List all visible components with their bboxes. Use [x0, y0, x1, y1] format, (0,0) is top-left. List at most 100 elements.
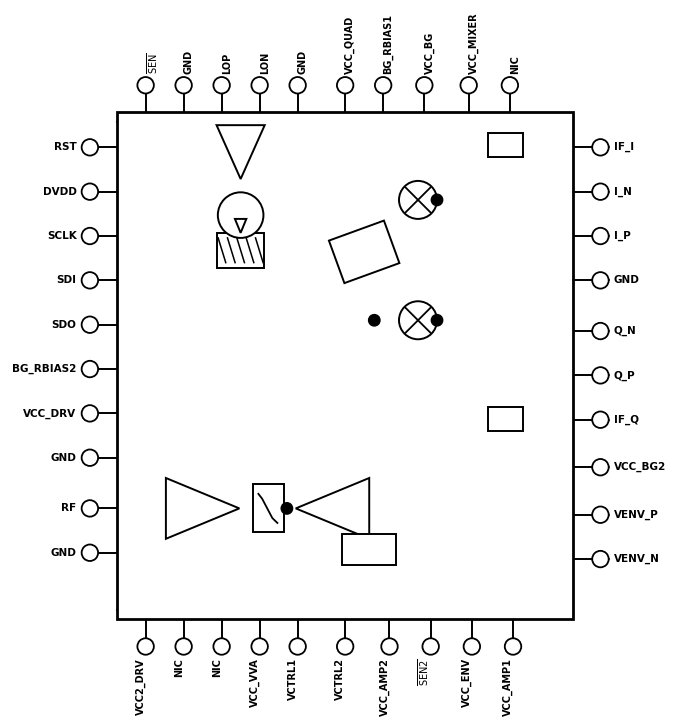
- Circle shape: [82, 183, 98, 200]
- Text: GND: GND: [614, 275, 639, 285]
- Text: 90°: 90°: [358, 240, 375, 249]
- Circle shape: [82, 139, 98, 156]
- Circle shape: [82, 228, 98, 245]
- Circle shape: [337, 77, 354, 93]
- Circle shape: [592, 459, 608, 475]
- Bar: [254, 484, 284, 532]
- Circle shape: [82, 272, 98, 288]
- Circle shape: [505, 638, 521, 654]
- Text: VVA2: VVA2: [185, 503, 214, 513]
- Text: VCTRL1: VCTRL1: [288, 658, 297, 700]
- Text: VCC_AMP1: VCC_AMP1: [503, 658, 513, 716]
- Text: Q_N: Q_N: [614, 326, 637, 336]
- Circle shape: [251, 77, 268, 93]
- Text: DET: DET: [357, 545, 381, 555]
- Text: VVA1: VVA1: [324, 503, 353, 513]
- Circle shape: [82, 405, 98, 422]
- Circle shape: [289, 77, 306, 93]
- Circle shape: [289, 638, 306, 654]
- Circle shape: [592, 139, 608, 156]
- Polygon shape: [216, 125, 265, 179]
- Circle shape: [399, 301, 437, 339]
- Text: I_P: I_P: [614, 231, 631, 241]
- Text: I_N: I_N: [614, 186, 631, 197]
- Circle shape: [592, 551, 608, 567]
- Circle shape: [214, 77, 230, 93]
- Text: NIC: NIC: [174, 658, 184, 677]
- Circle shape: [399, 181, 437, 219]
- Circle shape: [82, 500, 98, 517]
- Text: GND: GND: [297, 50, 308, 74]
- Text: VCC_AMP2: VCC_AMP2: [379, 658, 389, 716]
- Text: SCLK: SCLK: [47, 231, 76, 241]
- Text: SDO: SDO: [51, 320, 76, 330]
- Circle shape: [368, 314, 380, 326]
- Text: LOP: LOP: [222, 52, 232, 74]
- Bar: [217, 233, 264, 268]
- Text: VCC_BG: VCC_BG: [425, 31, 435, 74]
- Text: VENV_P: VENV_P: [614, 510, 658, 520]
- Circle shape: [175, 638, 192, 654]
- Text: GND: GND: [51, 547, 76, 558]
- Text: RF: RF: [62, 503, 76, 513]
- Bar: [487, 407, 523, 431]
- Circle shape: [592, 411, 608, 428]
- Text: IF_I: IF_I: [614, 142, 634, 152]
- Text: BG_RBIAS1: BG_RBIAS1: [383, 14, 393, 74]
- Circle shape: [82, 545, 98, 561]
- Bar: [117, 113, 573, 620]
- Circle shape: [502, 77, 518, 93]
- Bar: [487, 132, 523, 157]
- Bar: [342, 534, 396, 566]
- Circle shape: [431, 314, 443, 326]
- Text: RST: RST: [54, 143, 76, 152]
- Text: IF_Q: IF_Q: [614, 414, 639, 425]
- Circle shape: [82, 361, 98, 377]
- Text: VCC_QUAD: VCC_QUAD: [345, 15, 356, 74]
- Circle shape: [422, 638, 439, 654]
- Text: VCC_VVA: VCC_VVA: [249, 658, 260, 707]
- Circle shape: [460, 77, 477, 93]
- Text: NIC: NIC: [212, 658, 222, 677]
- Circle shape: [218, 192, 264, 238]
- Circle shape: [431, 194, 443, 205]
- Text: VCC_DRV: VCC_DRV: [24, 408, 76, 419]
- Text: VENV_N: VENV_N: [614, 554, 660, 564]
- Text: VCC_MIXER: VCC_MIXER: [468, 12, 479, 74]
- Polygon shape: [166, 478, 239, 539]
- Circle shape: [375, 77, 391, 93]
- Polygon shape: [235, 219, 246, 233]
- Text: 0°: 0°: [357, 257, 368, 266]
- Circle shape: [592, 272, 608, 288]
- Circle shape: [251, 638, 268, 654]
- Circle shape: [82, 449, 98, 466]
- Text: $\overline{\mathrm{SEN}}$: $\overline{\mathrm{SEN}}$: [145, 52, 160, 74]
- Circle shape: [137, 77, 154, 93]
- Text: DVDD: DVDD: [43, 186, 76, 197]
- Text: ADMV1013: ADMV1013: [231, 363, 359, 382]
- Text: BG_RBIAS2: BG_RBIAS2: [12, 364, 76, 374]
- Circle shape: [592, 183, 608, 200]
- Circle shape: [214, 638, 230, 654]
- Text: NIC: NIC: [510, 55, 520, 74]
- Circle shape: [416, 77, 433, 93]
- Text: GND: GND: [184, 50, 193, 74]
- Text: VCC2_DRV: VCC2_DRV: [135, 658, 145, 714]
- Text: SDI: SDI: [57, 275, 76, 285]
- Text: GND: GND: [51, 453, 76, 463]
- Circle shape: [82, 317, 98, 333]
- Circle shape: [175, 77, 192, 93]
- Text: VCTRL2: VCTRL2: [335, 658, 345, 700]
- Polygon shape: [295, 478, 369, 539]
- Circle shape: [464, 638, 480, 654]
- Circle shape: [137, 638, 154, 654]
- Text: LON: LON: [260, 52, 270, 74]
- Circle shape: [592, 507, 608, 523]
- Text: Q_P: Q_P: [614, 371, 635, 381]
- Circle shape: [337, 638, 354, 654]
- Text: $\overline{\mathrm{SEN2}}$: $\overline{\mathrm{SEN2}}$: [416, 658, 431, 686]
- Circle shape: [592, 323, 608, 339]
- Text: VCC_ENV: VCC_ENV: [462, 658, 472, 707]
- Circle shape: [281, 503, 293, 514]
- Circle shape: [592, 367, 608, 384]
